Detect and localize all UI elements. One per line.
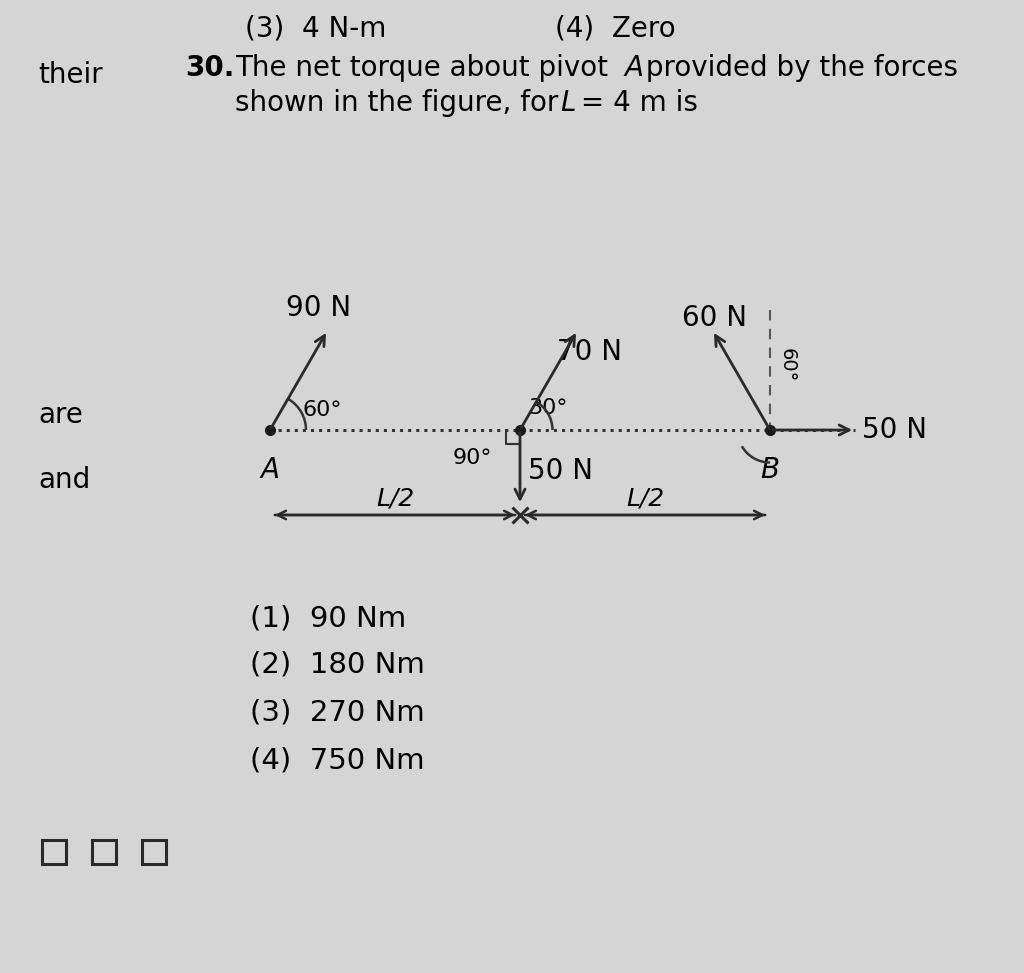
Text: L/2: L/2 [376, 487, 414, 511]
Text: 30°: 30° [528, 398, 567, 418]
Text: their: their [38, 61, 102, 89]
Text: = 4 m is: = 4 m is [572, 89, 698, 117]
Text: 60°: 60° [778, 347, 797, 382]
Text: 60 N: 60 N [682, 305, 746, 333]
Text: L: L [560, 89, 575, 117]
Text: and: and [38, 466, 90, 494]
Text: provided by the forces: provided by the forces [637, 54, 958, 82]
Text: (3)  270 Nm: (3) 270 Nm [250, 699, 425, 727]
Text: shown in the figure, for: shown in the figure, for [234, 89, 567, 117]
Text: (4)  Zero: (4) Zero [555, 14, 676, 42]
Text: (4)  750 Nm: (4) 750 Nm [250, 746, 425, 774]
Text: L/2: L/2 [626, 487, 664, 511]
Text: (2)  180 Nm: (2) 180 Nm [250, 651, 425, 679]
Text: The net torque about pivot: The net torque about pivot [234, 54, 616, 82]
Text: 60°: 60° [302, 400, 341, 420]
Text: are: are [38, 401, 83, 429]
Text: 90 N: 90 N [287, 295, 351, 322]
Text: B: B [761, 456, 779, 484]
Text: (1)  90 Nm: (1) 90 Nm [250, 604, 407, 632]
Text: A: A [260, 456, 280, 484]
Text: 70 N: 70 N [557, 339, 622, 366]
Text: 50 N: 50 N [528, 457, 593, 486]
Text: A: A [624, 54, 643, 82]
Text: 30.: 30. [185, 54, 234, 82]
Text: 50 N: 50 N [862, 416, 927, 444]
Text: 90°: 90° [453, 448, 492, 468]
Text: (3)  4 N-m: (3) 4 N-m [245, 14, 386, 42]
